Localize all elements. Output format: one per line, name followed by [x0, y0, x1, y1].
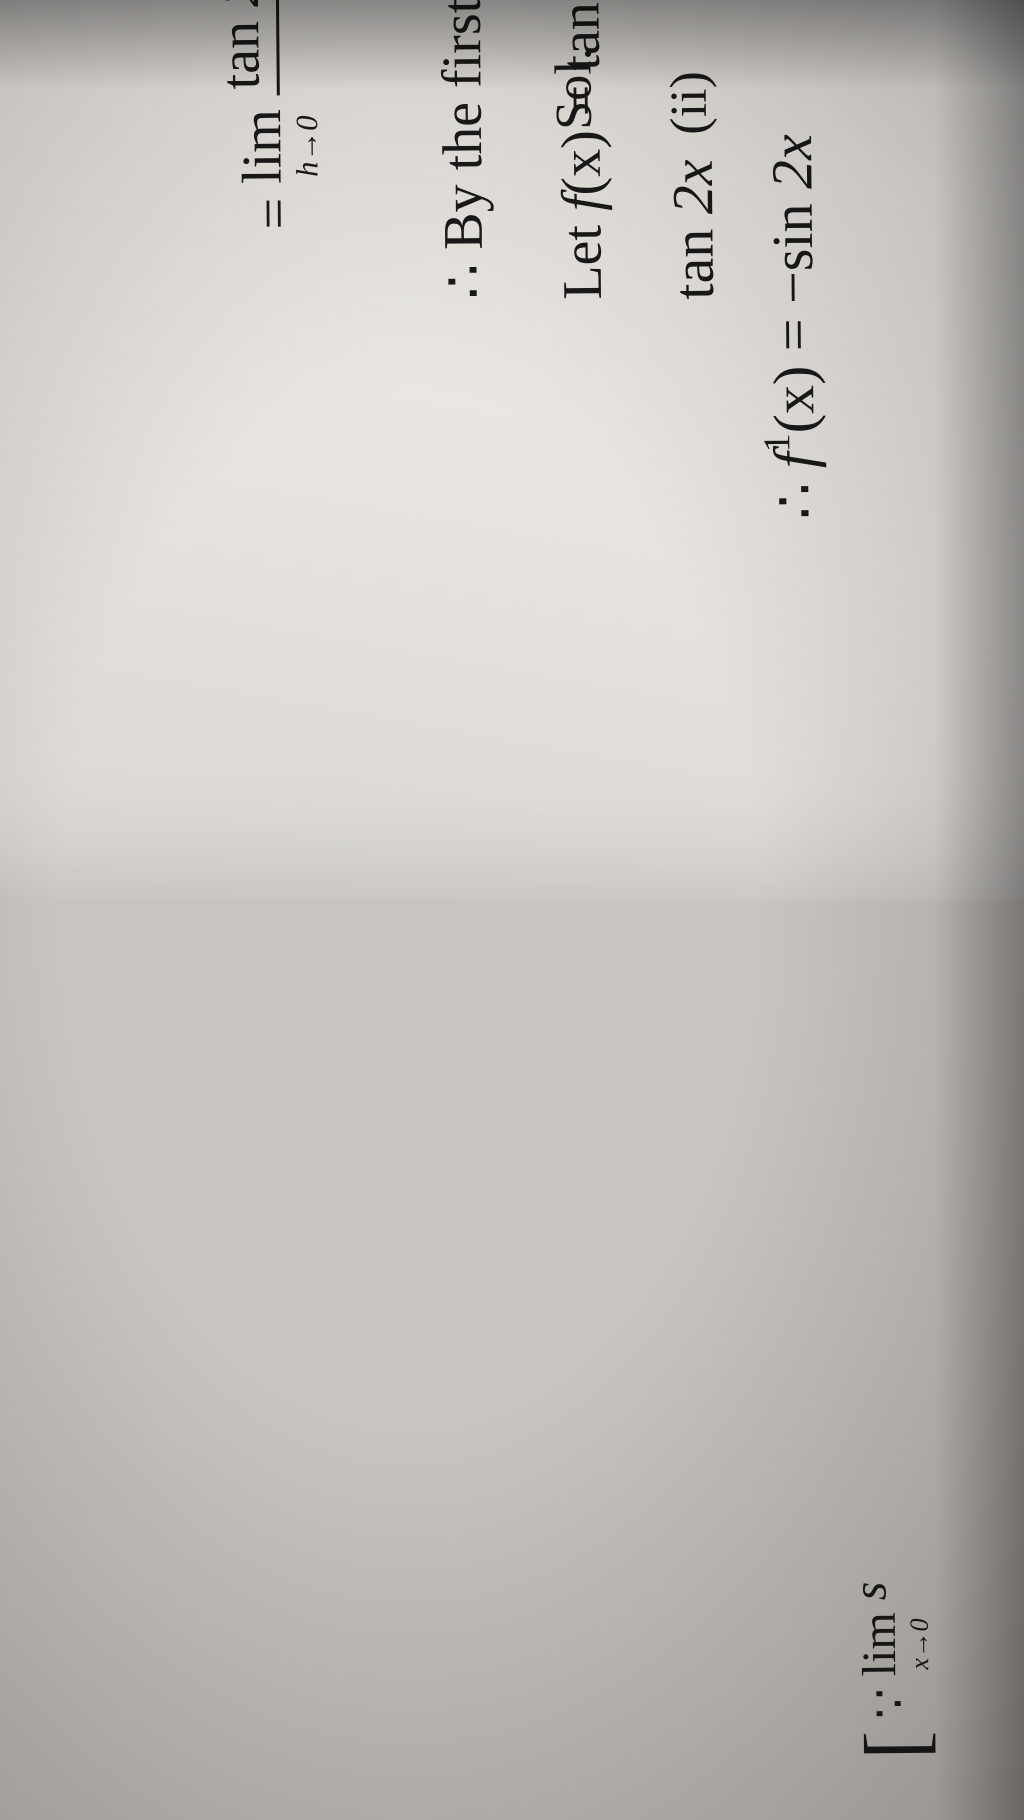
f-var: f	[762, 452, 827, 469]
lim-sub: x→0	[906, 1612, 933, 1676]
lim-side: lim x→0	[856, 1612, 933, 1677]
therefore: ∴	[433, 250, 495, 300]
side-note: [ ∵ lim x→0 s	[843, 1581, 945, 1760]
lim1-label: lim	[234, 109, 291, 184]
sup-1: 1	[756, 433, 798, 452]
edge-shadow-right	[934, 0, 1024, 1820]
f-var: f	[551, 195, 613, 211]
trail-s: s	[843, 1582, 896, 1601]
because-symbol: ∵	[863, 1688, 916, 1719]
lim-label: lim	[856, 1612, 905, 1676]
lim1: limh→0	[234, 109, 323, 184]
equation-line-1: ∴ f1(x) = −sin 2x	[757, 134, 829, 520]
arg: 2	[660, 185, 725, 229]
eq1: =	[243, 184, 305, 230]
let-word: Let	[551, 211, 614, 300]
edge-shadow-top	[0, 0, 1024, 90]
x-var: x	[660, 159, 725, 185]
arg-2x: 2x	[759, 134, 825, 204]
tan2x-text: tan 2x	[659, 159, 727, 300]
eq-neg: = −	[760, 271, 826, 366]
tan-fn: tan	[660, 229, 726, 300]
paren1: (x)	[551, 130, 614, 196]
open-bracket: [	[847, 1730, 943, 1760]
sin-fn: sin	[760, 203, 826, 271]
lim1-sub: h→0	[292, 109, 323, 184]
paren-x: (x)	[761, 365, 827, 433]
therefore-symbol: ∴	[762, 483, 827, 520]
